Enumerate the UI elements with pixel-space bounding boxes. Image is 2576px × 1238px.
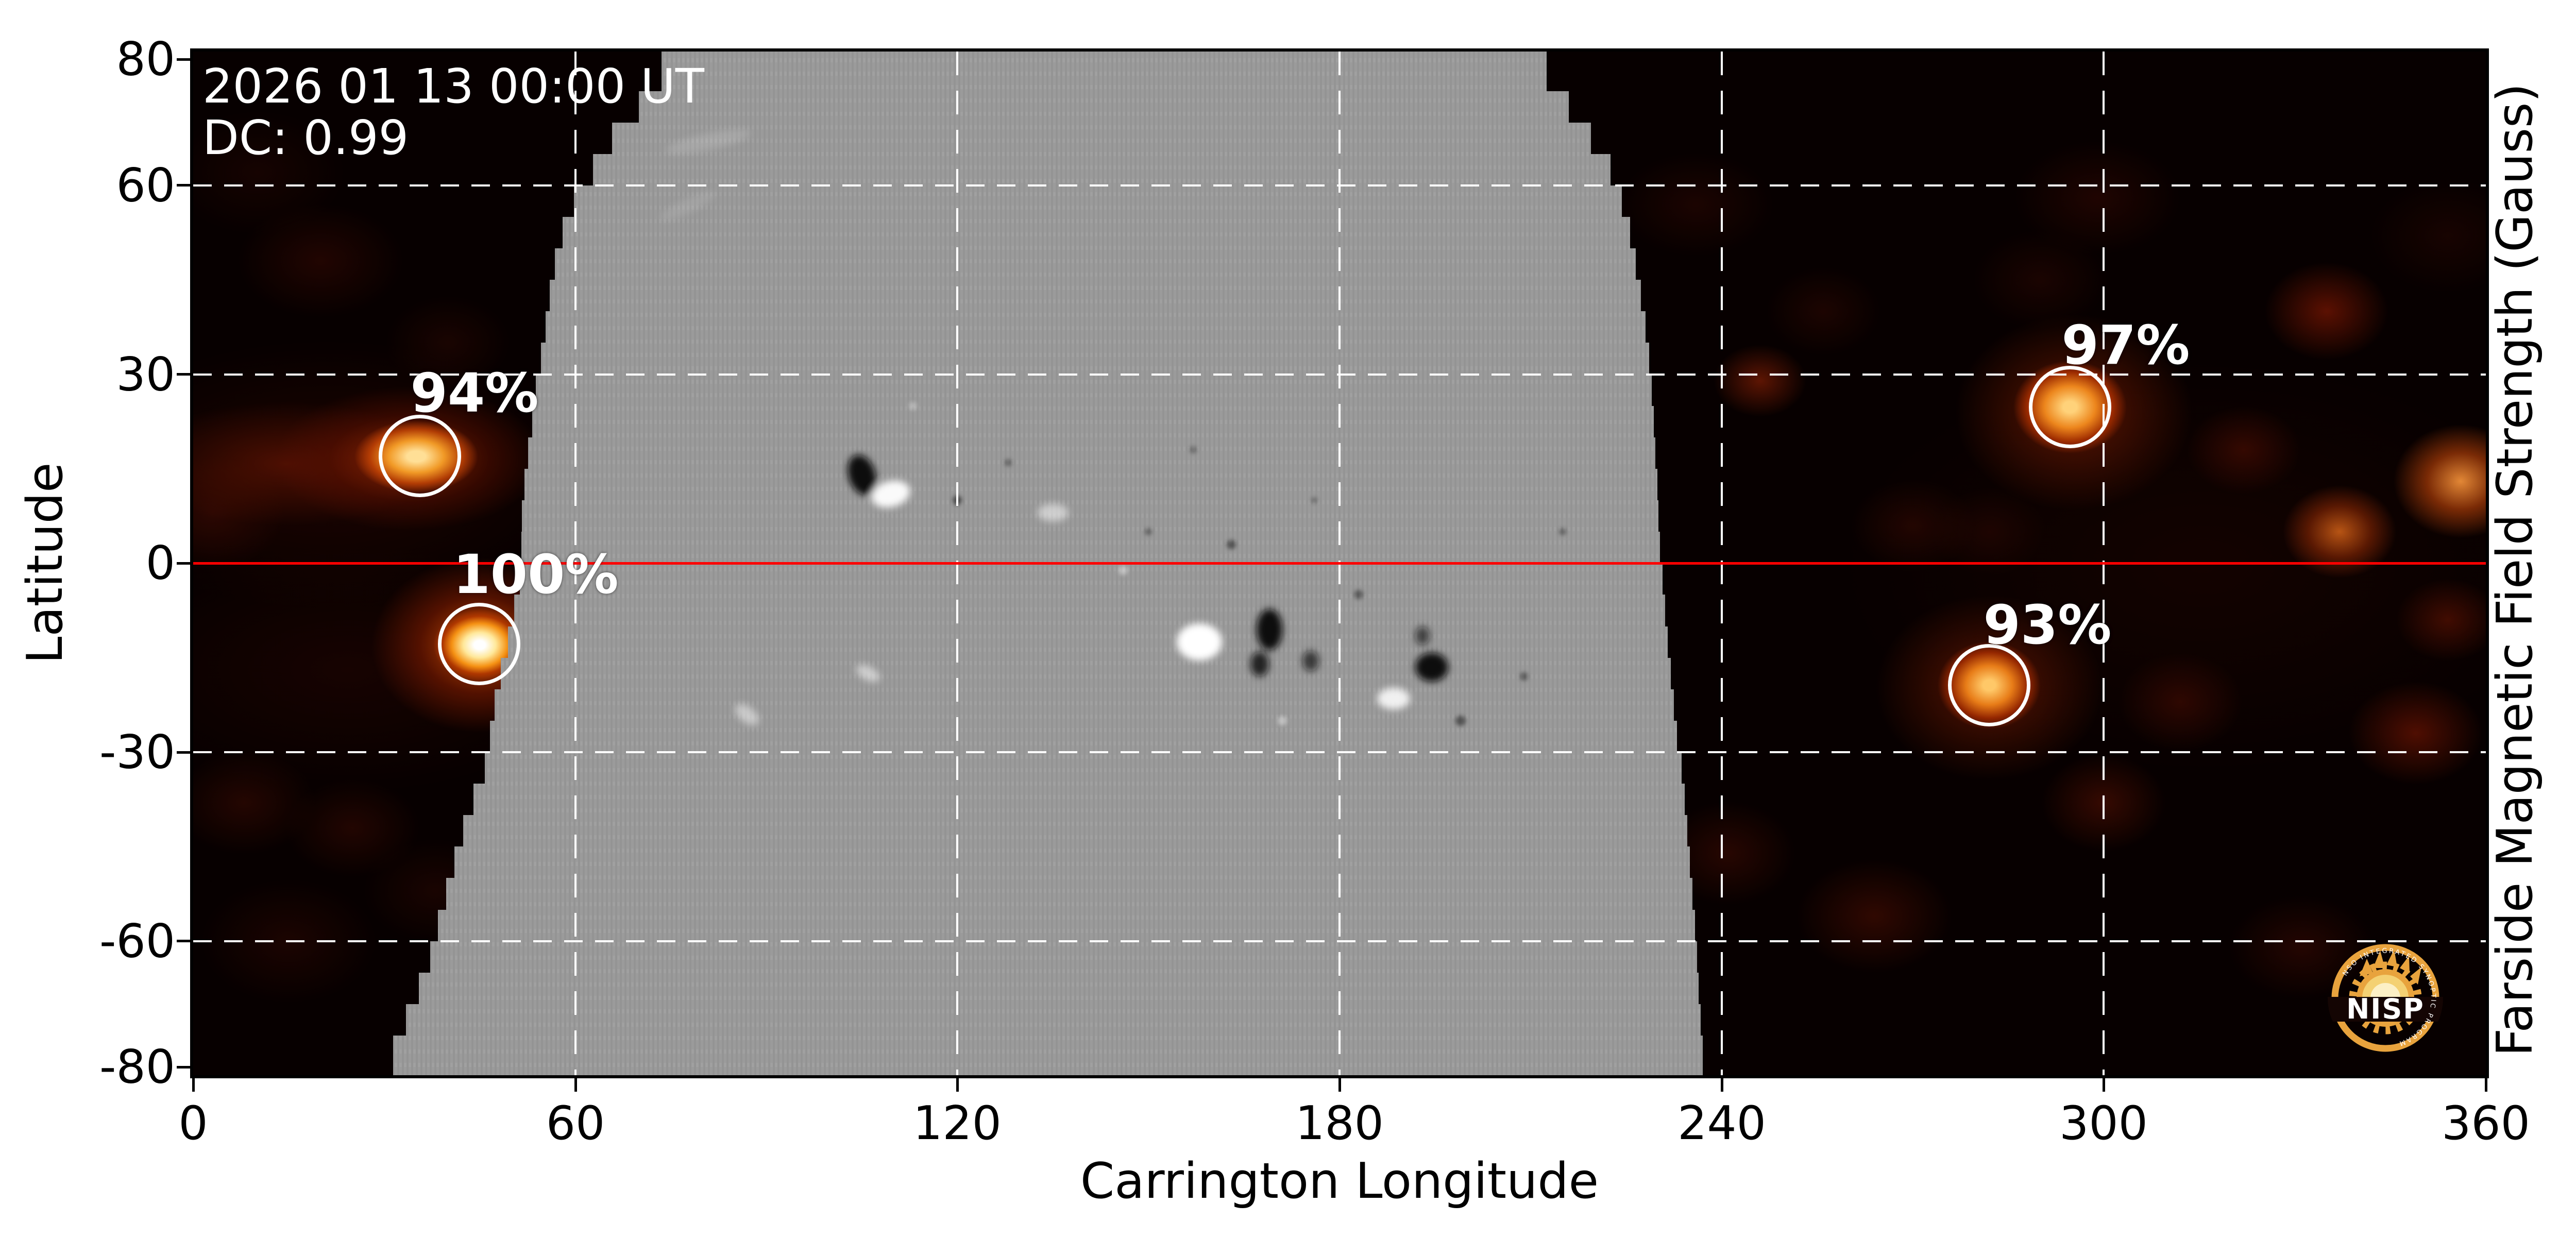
y-tick-label--60: -60 bbox=[99, 914, 175, 969]
x-tick-label-0: 0 bbox=[178, 1096, 208, 1150]
y-tick-30 bbox=[177, 373, 190, 376]
region-circle-97 bbox=[2029, 366, 2111, 448]
y-tick--60 bbox=[177, 940, 190, 942]
frontside-active-regions bbox=[659, 129, 1448, 725]
y-tick-label-30: 30 bbox=[116, 347, 175, 402]
nisp-logo-wordmark: NISP bbox=[2346, 993, 2425, 1025]
region-label-100: 100% bbox=[453, 543, 619, 606]
timestamp-text: 2026 01 13 00:00 UT bbox=[202, 59, 704, 114]
y-tick-label--30: -30 bbox=[99, 725, 175, 779]
x-tick-360 bbox=[2485, 1078, 2487, 1092]
region-circle-100 bbox=[438, 603, 520, 685]
y-tick-60 bbox=[177, 184, 190, 186]
y-axis-title: Latitude bbox=[17, 462, 74, 664]
region-circle-94 bbox=[379, 415, 461, 497]
nisp-logo-band bbox=[2328, 997, 2443, 1022]
region-label-97: 97% bbox=[2061, 314, 2190, 377]
x-tick-60 bbox=[574, 1078, 577, 1092]
x-tick-240 bbox=[1721, 1078, 1723, 1092]
x-tick-300 bbox=[2103, 1078, 2105, 1092]
nisp-logo-flames bbox=[2360, 949, 2421, 985]
y-tick-label-0: 0 bbox=[145, 536, 175, 590]
nisp-logo: NISP NSO INTEGRATED SYNOPTIC PROGRAM bbox=[2328, 944, 2443, 1052]
x-tick-label-360: 360 bbox=[2442, 1096, 2530, 1150]
timestamp-overlay: 2026 01 13 00:00 UT DC: 0.99 bbox=[202, 61, 704, 164]
x-tick-label-240: 240 bbox=[1677, 1096, 1766, 1150]
x-tick-180 bbox=[1338, 1078, 1341, 1092]
y-tick-80 bbox=[177, 58, 190, 61]
region-circle-93 bbox=[1948, 644, 2030, 726]
region-label-94: 94% bbox=[410, 362, 539, 425]
farside-colorbar-title: Farside Magnetic Field Strength (Gauss) bbox=[2487, 83, 2544, 1057]
y-tick--30 bbox=[177, 751, 190, 754]
y-tick-label--80: -80 bbox=[99, 1040, 175, 1094]
y-tick-label-60: 60 bbox=[116, 158, 175, 213]
map-plot-area: NISP NSO INTEGRATED SYNOPTIC PROGRAM 94%… bbox=[190, 48, 2489, 1078]
y-tick-label-80: 80 bbox=[116, 32, 175, 87]
y-tick-0 bbox=[177, 562, 190, 565]
equator-line bbox=[193, 562, 2486, 565]
x-tick-label-300: 300 bbox=[2059, 1096, 2148, 1150]
x-tick-label-60: 60 bbox=[546, 1096, 605, 1150]
x-axis-title: Carrington Longitude bbox=[1080, 1153, 1599, 1210]
x-tick-label-120: 120 bbox=[913, 1096, 1002, 1150]
x-tick-120 bbox=[956, 1078, 959, 1092]
duty-cycle-text: DC: 0.99 bbox=[202, 110, 409, 165]
region-label-93: 93% bbox=[1983, 593, 2112, 656]
y-tick--80 bbox=[177, 1066, 190, 1069]
x-tick-0 bbox=[192, 1078, 195, 1092]
x-tick-label-180: 180 bbox=[1295, 1096, 1384, 1150]
